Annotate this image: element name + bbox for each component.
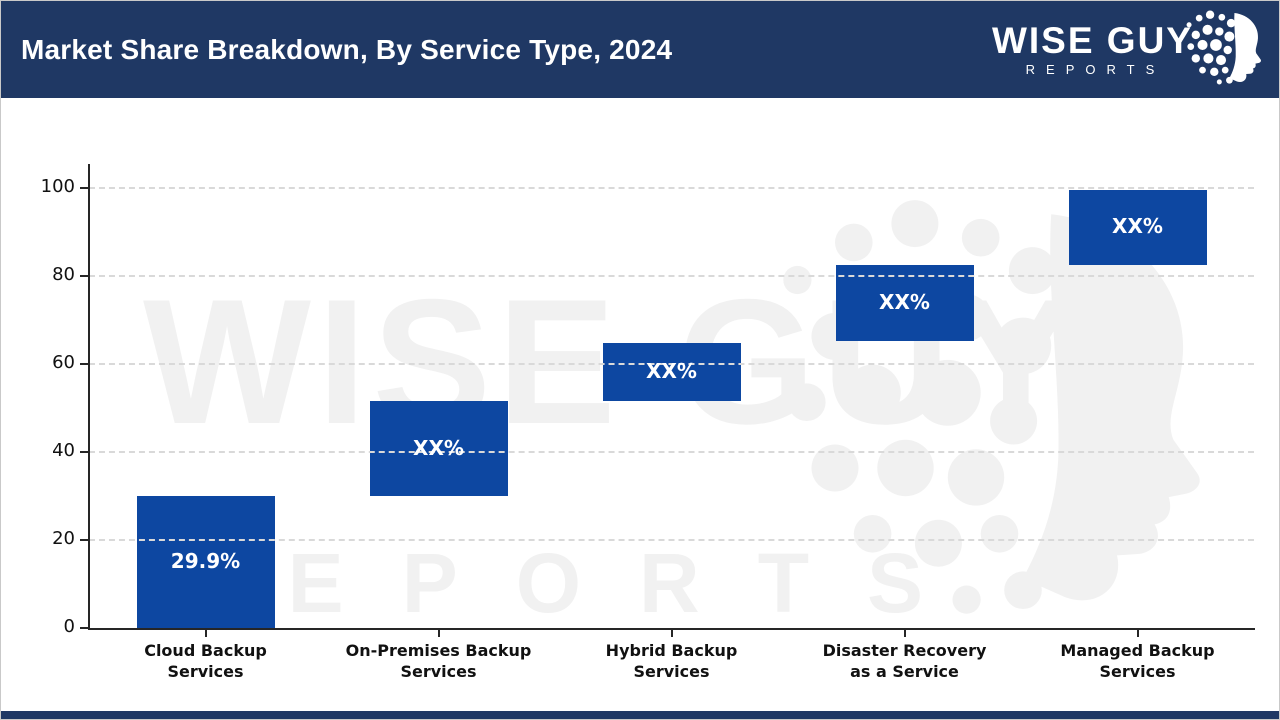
gridline	[89, 275, 1254, 277]
y-axis-line	[88, 164, 90, 630]
bar-value-label: XX%	[879, 290, 930, 315]
bar-segment	[136, 496, 275, 628]
y-tick-label: 20	[52, 528, 75, 549]
y-tick-mark	[80, 275, 89, 277]
header-bar: Market Share Breakdown, By Service Type,…	[1, 1, 1279, 98]
gridline	[89, 451, 1254, 453]
y-tick-mark	[80, 539, 89, 541]
y-tick-mark	[80, 627, 89, 629]
bar-value-label: 29.9%	[170, 549, 241, 574]
x-tick-mark	[437, 629, 440, 637]
x-tick-mark	[903, 629, 906, 637]
bar-segment	[1068, 190, 1207, 265]
bar-value-label: XX%	[413, 435, 464, 460]
bar-segment	[835, 265, 974, 342]
x-tick-mark	[670, 629, 673, 637]
x-category-label: Hybrid Backup Services	[605, 641, 738, 681]
wise-guy-logo: WISE GUY REPORTS	[992, 9, 1263, 91]
bar-segment	[369, 401, 508, 496]
logo-subtitle: REPORTS	[1025, 62, 1166, 77]
y-tick-label: 60	[52, 352, 75, 373]
gridline	[89, 187, 1254, 189]
x-tick-mark	[204, 629, 207, 637]
y-tick-mark	[80, 451, 89, 453]
x-category-label: Cloud Backup Services	[144, 641, 267, 681]
page-title: Market Share Breakdown, By Service Type,…	[21, 33, 673, 65]
x-category-label: Disaster Recovery as a Service	[822, 641, 987, 681]
logo-wordmark: WISE GUY	[991, 20, 1193, 61]
watermark-head-icon	[783, 200, 1200, 614]
bar-segment	[602, 342, 741, 402]
watermark-subtitle: REPORTS	[169, 536, 982, 630]
bar-value-label: XX%	[1112, 214, 1163, 239]
x-tick-mark	[1136, 629, 1139, 637]
y-tick-mark	[80, 363, 89, 365]
bar-value-label: XX%	[646, 359, 697, 384]
y-tick-label: 80	[52, 264, 75, 285]
logo-text: WISE GUY REPORTS	[992, 22, 1193, 77]
y-tick-label: 100	[40, 176, 75, 197]
x-category-label: Managed Backup Services	[1060, 641, 1215, 681]
gridline	[89, 539, 1254, 541]
footer-bar	[1, 711, 1279, 719]
gridline	[89, 363, 1254, 365]
y-tick-label: 40	[52, 440, 75, 461]
x-category-label: On-Premises Backup Services	[345, 641, 532, 681]
logo-head-icon	[1186, 10, 1261, 84]
y-tick-mark	[80, 187, 89, 189]
y-tick-label: 0	[63, 616, 75, 637]
